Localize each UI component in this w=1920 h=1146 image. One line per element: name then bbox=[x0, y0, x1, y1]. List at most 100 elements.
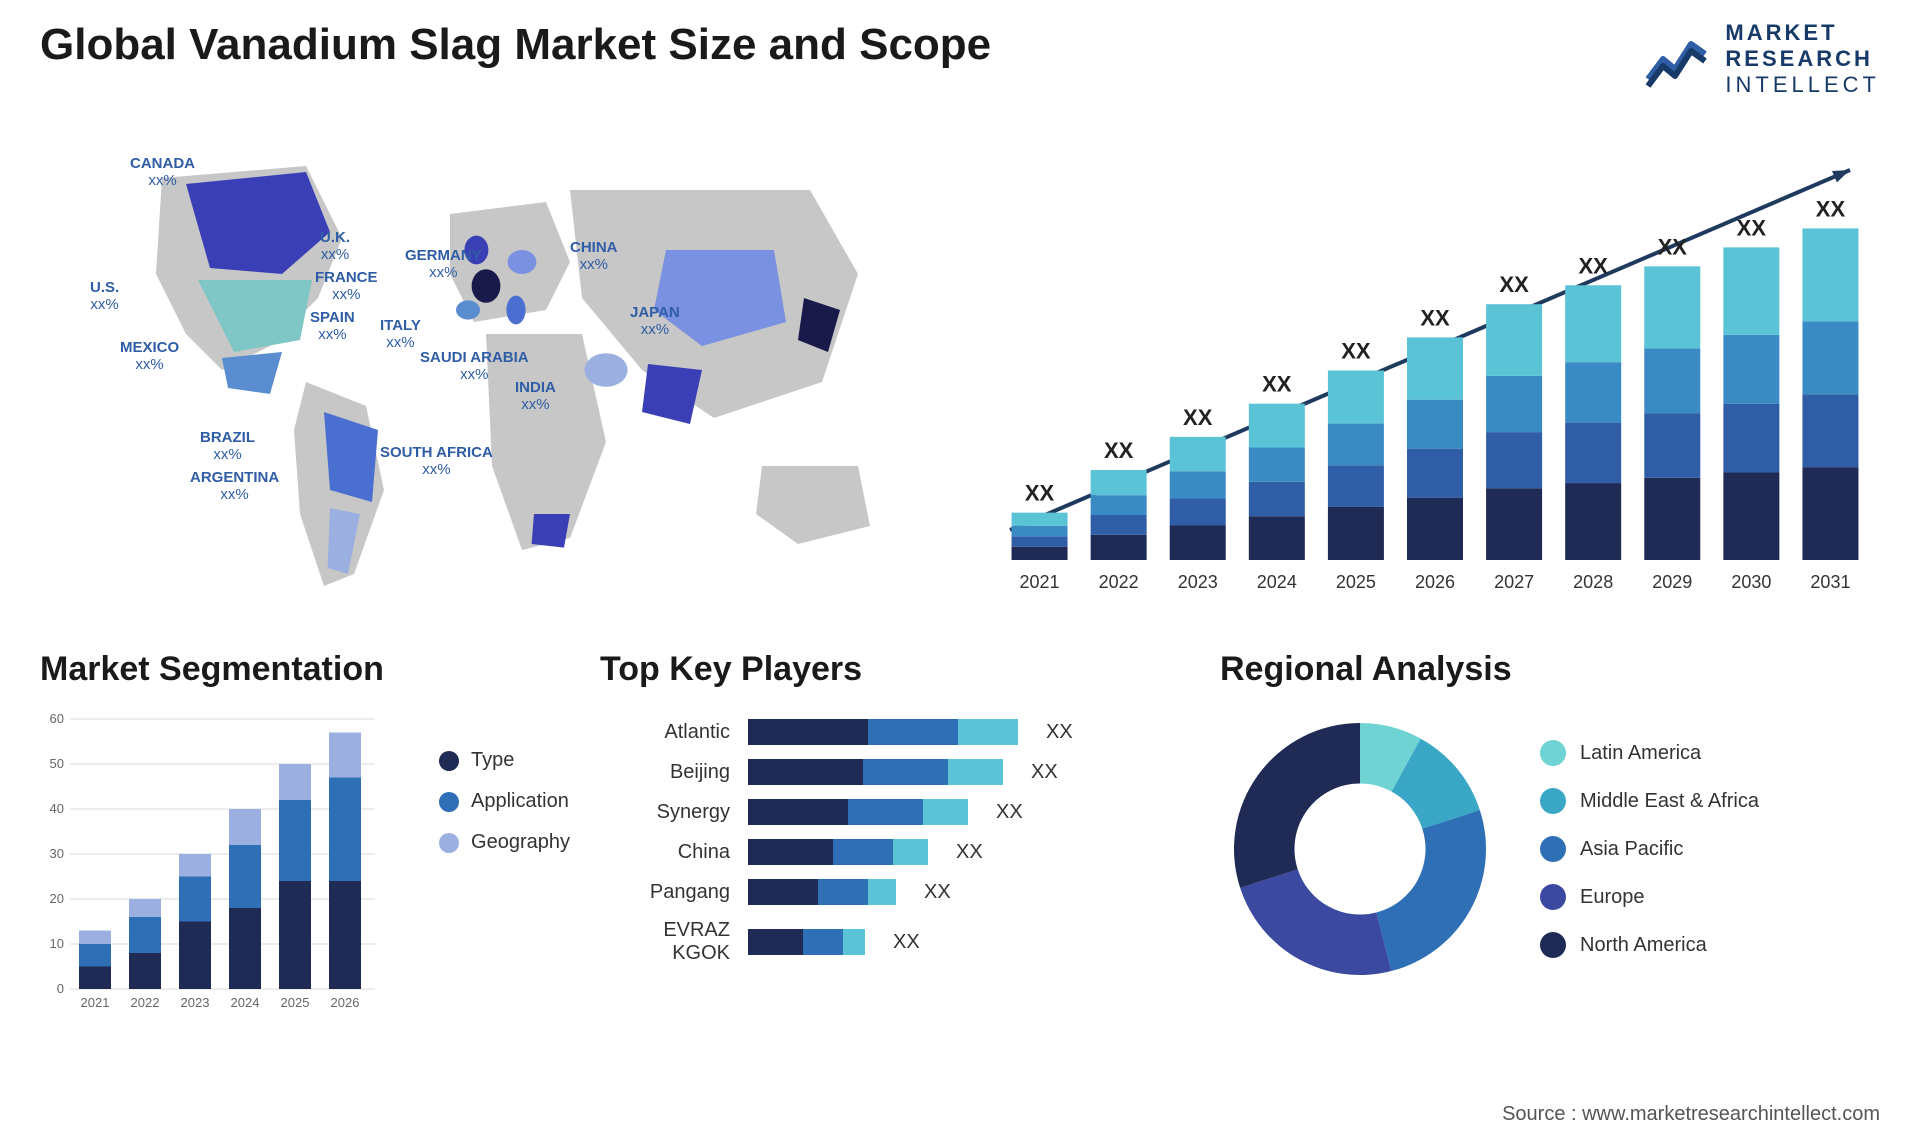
growth-year: 2022 bbox=[1099, 572, 1139, 592]
legend-label: North America bbox=[1580, 934, 1707, 957]
seg-legend-item: Type bbox=[439, 749, 570, 772]
growth-bar bbox=[1802, 228, 1858, 321]
svg-text:0: 0 bbox=[57, 981, 64, 996]
growth-bar bbox=[1249, 404, 1305, 448]
player-label: Pangang bbox=[600, 881, 730, 904]
map-label-germany: GERMANYxx% bbox=[405, 248, 482, 281]
growth-bar-label: XX bbox=[1737, 215, 1767, 240]
legend-label: Application bbox=[471, 790, 569, 813]
seg-bar bbox=[329, 881, 361, 989]
seg-bar bbox=[229, 908, 261, 989]
growth-bar bbox=[1486, 304, 1542, 376]
svg-text:40: 40 bbox=[50, 801, 64, 816]
growth-bar bbox=[1328, 465, 1384, 507]
map-label-mexico: MEXICOxx% bbox=[120, 340, 179, 373]
growth-bar bbox=[1565, 285, 1621, 362]
svg-text:2021: 2021 bbox=[81, 995, 110, 1010]
svg-text:2025: 2025 bbox=[281, 995, 310, 1010]
map-label-uk: U.K.xx% bbox=[320, 230, 350, 263]
regional-legend-item: Asia Pacific bbox=[1540, 836, 1759, 862]
svg-text:50: 50 bbox=[50, 756, 64, 771]
growth-bar bbox=[1565, 483, 1621, 560]
players-panel: Top Key Players AtlanticXXBeijingXXSyner… bbox=[600, 650, 1180, 1070]
growth-bar bbox=[1407, 400, 1463, 449]
legend-swatch bbox=[1540, 740, 1566, 766]
player-row: EVRAZ KGOKXX bbox=[600, 919, 1180, 965]
growth-bar bbox=[1486, 376, 1542, 432]
growth-year: 2021 bbox=[1020, 572, 1060, 592]
player-value: XX bbox=[1031, 761, 1058, 784]
player-bar-seg bbox=[748, 839, 833, 865]
growth-bar bbox=[1012, 513, 1068, 526]
segmentation-panel: Market Segmentation 01020304050602021202… bbox=[40, 650, 560, 1070]
map-label-india: INDIAxx% bbox=[515, 380, 556, 413]
growth-bar-label: XX bbox=[1262, 372, 1292, 397]
growth-bar bbox=[1486, 432, 1542, 488]
map-label-france: FRANCExx% bbox=[315, 270, 378, 303]
top-row: CANADAxx%U.S.xx%MEXICOxx%BRAZILxx%ARGENT… bbox=[40, 130, 1880, 610]
player-label: China bbox=[600, 841, 730, 864]
regional-title: Regional Analysis bbox=[1220, 650, 1860, 689]
map-label-canada: CANADAxx% bbox=[130, 156, 195, 189]
legend-swatch bbox=[1540, 788, 1566, 814]
world-map: CANADAxx%U.S.xx%MEXICOxx%BRAZILxx%ARGENT… bbox=[40, 130, 980, 610]
map-label-china: CHINAxx% bbox=[570, 240, 618, 273]
growth-year: 2028 bbox=[1573, 572, 1613, 592]
growth-bar-label: XX bbox=[1816, 196, 1846, 221]
regional-chart: Latin AmericaMiddle East & AfricaAsia Pa… bbox=[1220, 709, 1860, 989]
legend-label: Geography bbox=[471, 831, 570, 854]
player-label: Atlantic bbox=[600, 721, 730, 744]
segmentation-legend: Type Application Geography bbox=[439, 749, 570, 854]
donut-slice bbox=[1376, 810, 1486, 971]
growth-bar bbox=[1091, 470, 1147, 495]
players-chart: AtlanticXXBeijingXXSynergyXXChinaXXPanga… bbox=[600, 709, 1180, 965]
legend-swatch bbox=[1540, 932, 1566, 958]
regional-legend-item: Latin America bbox=[1540, 740, 1759, 766]
player-row: ChinaXX bbox=[600, 839, 1180, 865]
growth-year: 2027 bbox=[1494, 572, 1534, 592]
player-bar-seg bbox=[923, 799, 968, 825]
legend-label: Latin America bbox=[1580, 742, 1701, 765]
map-label-italy: ITALYxx% bbox=[380, 318, 421, 351]
seg-bar bbox=[129, 899, 161, 917]
source-attribution: Source : www.marketresearchintellect.com bbox=[1502, 1103, 1880, 1126]
growth-bar bbox=[1012, 536, 1068, 546]
growth-bar-label: XX bbox=[1025, 481, 1055, 506]
player-bar-seg bbox=[893, 839, 928, 865]
legend-label: Asia Pacific bbox=[1580, 838, 1683, 861]
player-bar-seg bbox=[948, 759, 1003, 785]
growth-bar-label: XX bbox=[1499, 272, 1529, 297]
donut-slice bbox=[1234, 723, 1360, 888]
player-bar bbox=[748, 839, 928, 865]
growth-bar bbox=[1091, 495, 1147, 515]
growth-bar bbox=[1328, 371, 1384, 424]
player-bar-seg bbox=[833, 839, 893, 865]
legend-label: Type bbox=[471, 749, 514, 772]
growth-bar bbox=[1802, 467, 1858, 560]
legend-swatch bbox=[1540, 884, 1566, 910]
growth-bar bbox=[1091, 535, 1147, 560]
player-bar bbox=[748, 759, 1003, 785]
growth-bar-label: XX bbox=[1658, 234, 1688, 259]
player-bar-seg bbox=[848, 799, 923, 825]
player-bar-seg bbox=[748, 879, 818, 905]
growth-bar bbox=[1328, 424, 1384, 466]
growth-bar bbox=[1091, 515, 1147, 535]
growth-bar bbox=[1407, 449, 1463, 498]
growth-bar bbox=[1407, 498, 1463, 560]
segmentation-svg: 0102030405060202120222023202420252026 bbox=[40, 709, 380, 1019]
svg-text:2026: 2026 bbox=[331, 995, 360, 1010]
regional-legend-item: Europe bbox=[1540, 884, 1759, 910]
growth-year: 2031 bbox=[1810, 572, 1850, 592]
player-label: EVRAZ KGOK bbox=[600, 919, 730, 965]
growth-bar bbox=[1565, 423, 1621, 483]
growth-bar-label: XX bbox=[1104, 438, 1134, 463]
growth-bar bbox=[1249, 516, 1305, 560]
player-label: Beijing bbox=[600, 761, 730, 784]
bottom-row: Market Segmentation 01020304050602021202… bbox=[40, 650, 1880, 1070]
player-bar-seg bbox=[868, 719, 958, 745]
player-row: SynergyXX bbox=[600, 799, 1180, 825]
growth-bar bbox=[1723, 247, 1779, 335]
growth-bar bbox=[1170, 437, 1226, 471]
donut-svg bbox=[1220, 709, 1500, 989]
